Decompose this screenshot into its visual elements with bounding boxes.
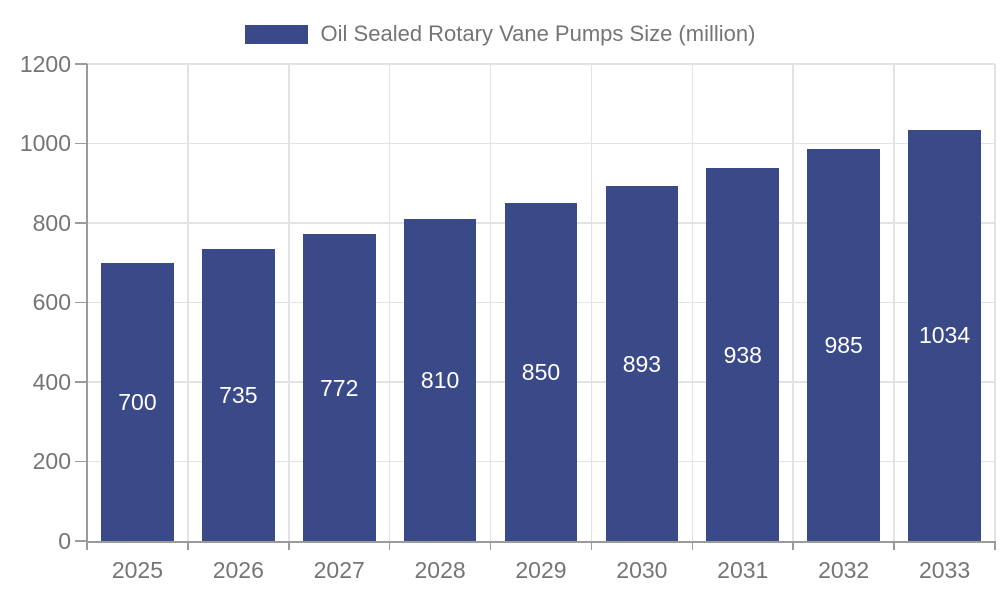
gridline-vertical (691, 64, 694, 541)
gridline-vertical (388, 64, 391, 541)
x-axis-tick-label: 2031 (717, 557, 769, 583)
y-axis-line (86, 64, 88, 549)
gridline-horizontal (87, 142, 995, 145)
y-axis-tick-label: 1200 (19, 50, 71, 77)
y-axis-tick-label: 400 (32, 368, 71, 395)
gridline-vertical (893, 64, 895, 541)
y-axis-tick-label: 600 (32, 289, 71, 315)
legend-label: Oil Sealed Rotary Vane Pumps Size (milli… (320, 21, 756, 46)
gridline-horizontal (87, 63, 995, 65)
x-axis-tick-label: 2033 (918, 557, 971, 583)
gridline-vertical (792, 64, 794, 541)
bar-2032 (807, 149, 880, 541)
y-axis-tick (75, 540, 87, 542)
y-axis-tick-label: 800 (32, 209, 71, 236)
bar-value-label: 810 (420, 367, 460, 393)
bar-value-label: 700 (118, 388, 157, 415)
y-axis-tick-label: 0 (58, 527, 71, 554)
legend-swatch (244, 24, 308, 44)
y-axis-tick-label: 200 (32, 448, 71, 474)
bar-2033 (908, 129, 981, 541)
x-axis-tick (489, 541, 492, 550)
bar-2028 (403, 219, 477, 541)
bar-value-label: 850 (521, 359, 561, 386)
y-axis-tick (75, 301, 87, 304)
bar-value-label: 893 (622, 350, 662, 377)
x-axis-tick-label: 2030 (616, 557, 668, 583)
y-axis-tick (75, 63, 87, 65)
x-axis-tick (288, 541, 290, 550)
x-axis-tick-label: 2027 (313, 557, 365, 583)
y-axis-tick (75, 381, 87, 383)
x-axis-tick (388, 541, 391, 550)
x-axis-tick (994, 541, 996, 550)
bar-2030 (605, 186, 679, 541)
bar-value-label: 938 (723, 341, 762, 368)
gridline-vertical (187, 64, 189, 541)
y-axis-tick-label: 1000 (19, 130, 71, 156)
x-axis-tick (893, 541, 895, 550)
y-axis-tick (75, 460, 87, 463)
x-axis-tick (590, 541, 593, 550)
y-axis-tick (75, 142, 87, 145)
bar-value-label: 1034 (918, 322, 971, 349)
x-axis-line (87, 541, 995, 543)
bar-value-label: 772 (320, 374, 359, 401)
bar-2029 (504, 203, 578, 541)
plot-area: 0 200 400 600 800 1000 1200 2025 2026 2027 2028 202… (20, 52, 996, 582)
x-axis-tick (187, 541, 189, 550)
gridline-vertical (489, 64, 492, 541)
x-axis-tick-label: 2032 (818, 557, 870, 583)
gridline-vertical (590, 64, 593, 541)
x-axis-tick (792, 541, 794, 550)
bar-value-label: 985 (824, 332, 863, 359)
gridline-vertical (288, 64, 290, 541)
legend: Oil Sealed Rotary Vane Pumps Size (milli… (0, 22, 1000, 46)
bar-2026 (202, 248, 275, 541)
bar-2027 (302, 234, 376, 541)
x-axis-tick-label: 2028 (414, 557, 466, 583)
bar-2025 (101, 262, 174, 541)
x-axis-tick (86, 541, 88, 550)
bar-value-label: 735 (219, 381, 258, 408)
y-axis-tick (75, 222, 87, 224)
x-axis-tick-label: 2025 (111, 557, 164, 583)
gridline-vertical (994, 64, 996, 541)
bar-2031 (706, 168, 780, 541)
x-axis-tick-label: 2026 (212, 557, 264, 583)
x-axis-tick (691, 541, 694, 550)
x-axis-tick-label: 2029 (515, 557, 567, 583)
